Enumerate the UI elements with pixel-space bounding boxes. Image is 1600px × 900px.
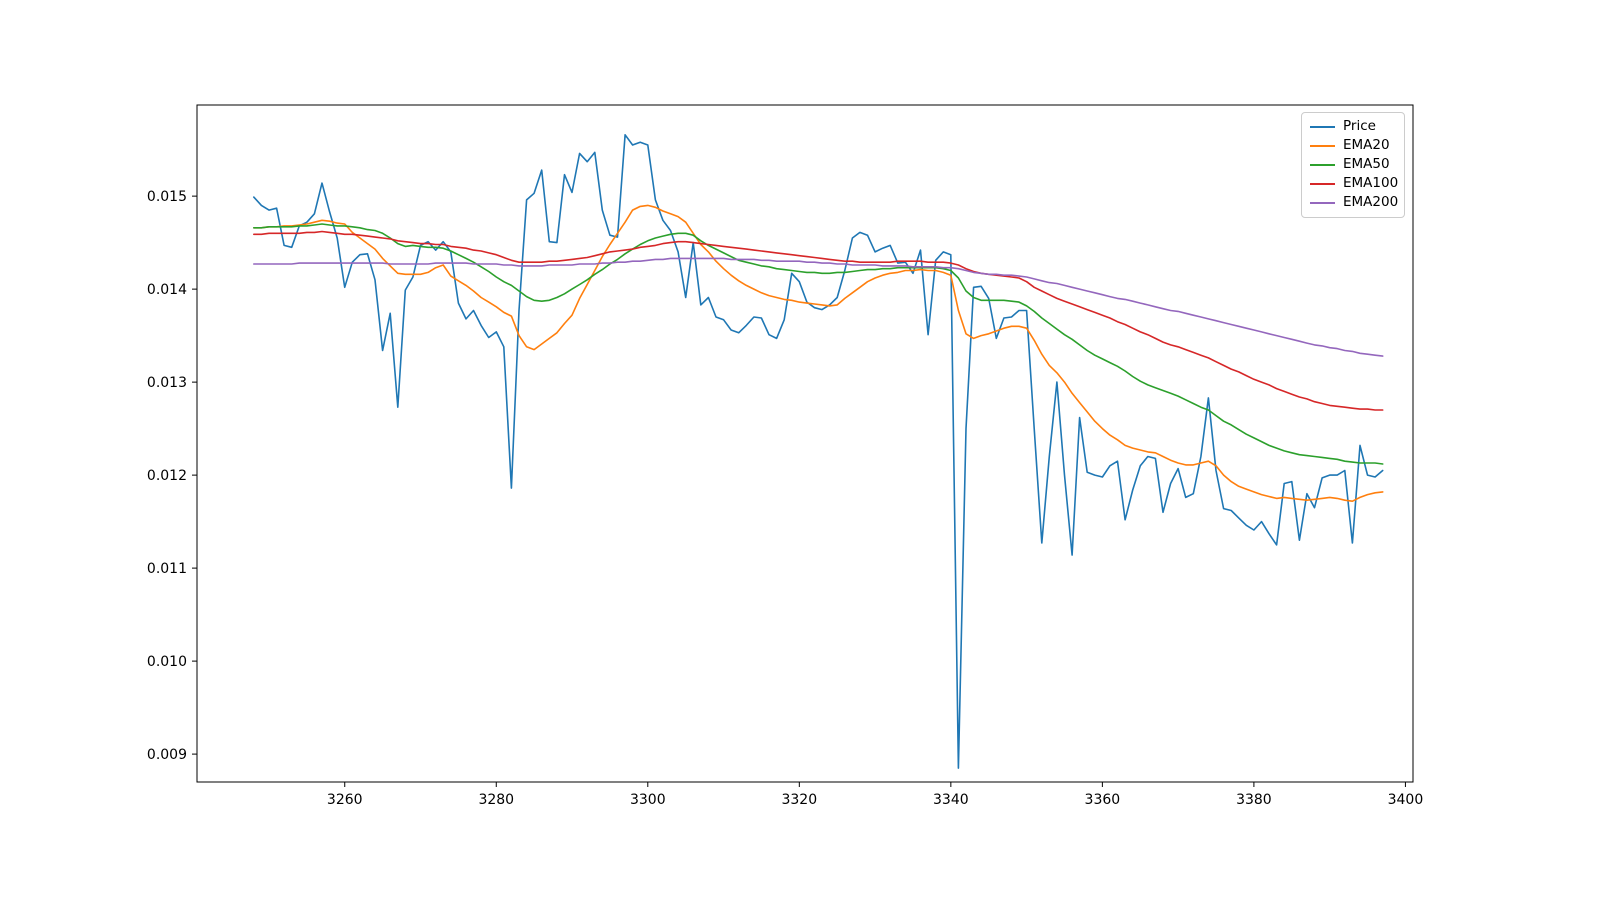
- plot-area: [196, 104, 1414, 783]
- legend-item-ema50: EMA50: [1310, 155, 1397, 174]
- y-tick-label: 0.013: [147, 375, 187, 391]
- legend-item-ema200: EMA200: [1310, 193, 1399, 212]
- ema100-line: [253, 230, 1384, 411]
- legend-swatch-ema100: [1310, 182, 1335, 185]
- y-tick-label: 0.011: [147, 561, 187, 577]
- x-tick-label: 3340: [933, 792, 969, 808]
- legend-swatch-ema20: [1310, 144, 1335, 147]
- legend-swatch-ema50: [1310, 163, 1335, 166]
- legend: Price EMA20 EMA50 EMA100 EMA200: [1301, 112, 1405, 218]
- x-tick-label: 3360: [1085, 792, 1121, 808]
- y-tick-label: 0.014: [147, 282, 187, 298]
- x-tick-label: 3400: [1388, 792, 1424, 808]
- legend-label-ema200: EMA200: [1343, 194, 1399, 210]
- legend-label-ema100: EMA100: [1343, 175, 1399, 191]
- y-tick-label: 0.015: [147, 189, 187, 205]
- y-tick-label: 0.012: [147, 468, 187, 484]
- x-tick-label: 3320: [781, 792, 817, 808]
- x-tick-label: 3280: [478, 792, 514, 808]
- legend-label-ema50: EMA50: [1343, 156, 1390, 172]
- ema200-line: [253, 257, 1384, 357]
- legend-item-ema20: EMA20: [1310, 136, 1397, 155]
- legend-swatch-ema200: [1310, 201, 1335, 204]
- legend-label-ema20: EMA20: [1343, 137, 1390, 153]
- x-tick-label: 3300: [630, 792, 666, 808]
- legend-item-ema100: EMA100: [1310, 174, 1399, 193]
- ema20-line: [253, 204, 1384, 503]
- x-tick-label: 3260: [327, 792, 363, 808]
- x-tick-label: 3380: [1236, 792, 1272, 808]
- y-tick-label: 0.010: [147, 654, 187, 670]
- price-line: [253, 134, 1384, 769]
- legend-label-price: Price: [1343, 118, 1376, 134]
- legend-item-price: Price: [1310, 117, 1397, 136]
- y-tick-label: 0.009: [147, 747, 187, 763]
- legend-swatch-price: [1310, 125, 1335, 128]
- ema50-line: [253, 223, 1384, 465]
